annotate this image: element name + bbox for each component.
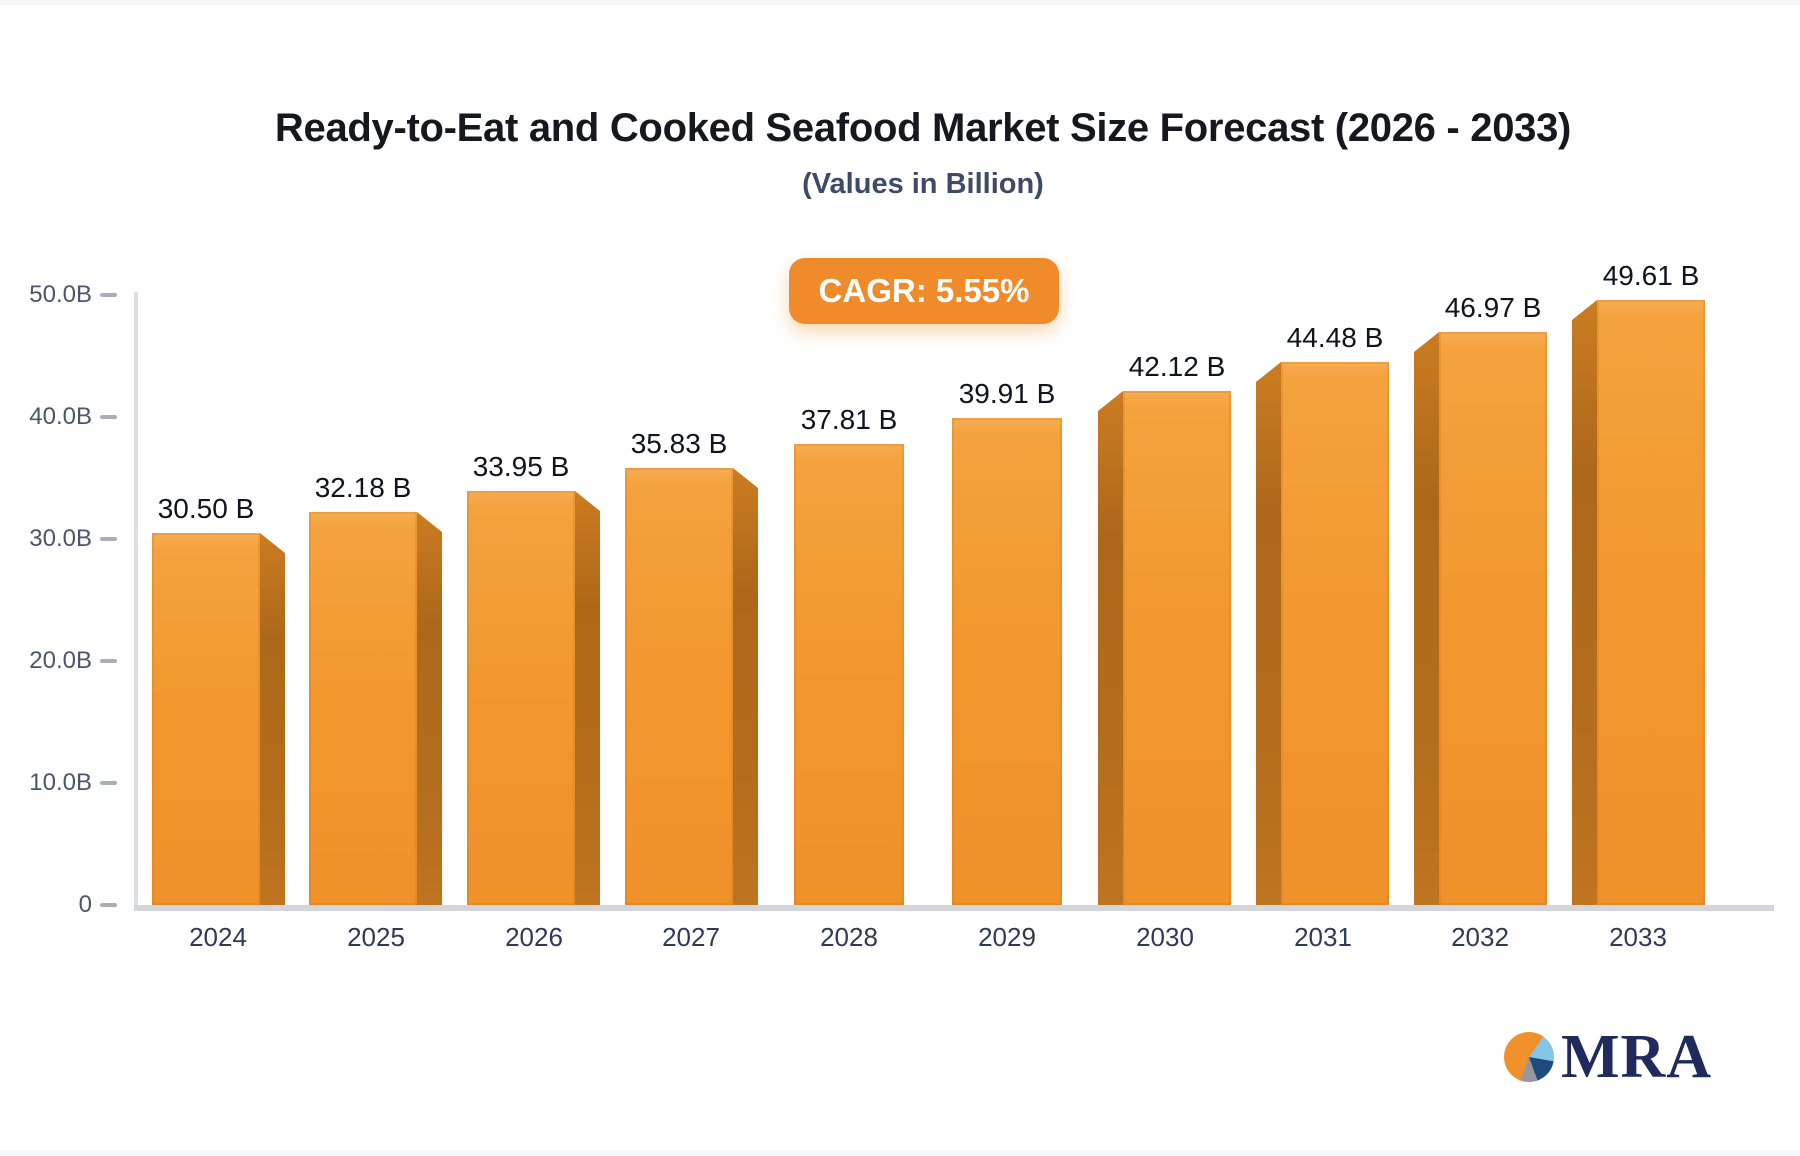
bar-2030: 42.12 B — [1098, 351, 1231, 905]
bar-face — [1123, 391, 1231, 905]
bar-2031: 44.48 B — [1256, 322, 1389, 905]
x-tick-label-2032: 2032 — [1451, 922, 1509, 952]
y-axis-line — [134, 292, 138, 905]
chart-subtitle: (Values in Billion) — [802, 168, 1044, 200]
bar-value-label: 30.50 B — [157, 493, 255, 524]
x-axis-line — [134, 905, 1774, 911]
mra-logo: MRA — [1504, 1023, 1713, 1091]
bar-value-label: 44.48 B — [1286, 322, 1384, 353]
bar-side-3d — [1414, 332, 1439, 905]
bar-side-3d — [1572, 300, 1597, 905]
y-tick-label-50.0B: 50.0B — [29, 281, 92, 308]
y-tick-dash — [100, 903, 117, 907]
y-tick-dash — [100, 293, 117, 297]
x-tick-label-2030: 2030 — [1136, 922, 1194, 952]
y-tick-label-0: 0 — [78, 891, 92, 918]
bar-face — [309, 512, 417, 905]
bar-side-3d — [260, 533, 285, 905]
cagr-badge: CAGR: 5.55% — [789, 258, 1059, 324]
bar-face — [952, 418, 1062, 905]
bar-value-label: 35.83 B — [630, 428, 728, 459]
bar-value-label: 39.91 B — [958, 378, 1056, 409]
y-tick-label-30.0B: 30.0B — [29, 525, 92, 552]
bar-value-label: 42.12 B — [1128, 351, 1226, 382]
bar-2029: 39.91 B — [952, 378, 1062, 905]
y-tick-dash — [100, 781, 117, 785]
bar-2032: 46.97 B — [1414, 292, 1547, 905]
y-tick-dash — [100, 537, 117, 541]
bar-side-3d — [1256, 362, 1281, 905]
bar-2028: 37.81 B — [794, 404, 904, 905]
x-tick-label-2027: 2027 — [662, 922, 720, 952]
y-tick-dash — [100, 659, 117, 663]
x-tick-label-2033: 2033 — [1609, 922, 1667, 952]
bar-side-3d — [733, 468, 758, 905]
bar-2024: 30.50 B — [152, 493, 285, 905]
bar-face — [1281, 362, 1389, 905]
bar-value-label: 33.95 B — [472, 451, 570, 482]
bar-face — [1597, 300, 1705, 905]
bar-value-label: 32.18 B — [314, 472, 412, 503]
bar-face — [794, 444, 904, 905]
x-tick-label-2031: 2031 — [1294, 922, 1352, 952]
bar-value-label: 46.97 B — [1444, 292, 1542, 323]
bar-face — [152, 533, 260, 905]
x-tick-label-2029: 2029 — [978, 922, 1036, 952]
y-tick-label-10.0B: 10.0B — [29, 769, 92, 796]
y-tick-label-20.0B: 20.0B — [29, 647, 92, 674]
y-tick-dash — [100, 415, 117, 419]
bottom-edge-strip — [0, 1150, 1800, 1156]
bar-2027: 35.83 B — [625, 428, 758, 905]
bar-value-label: 49.61 B — [1602, 260, 1700, 291]
logo-text: MRA — [1561, 1023, 1713, 1091]
bar-face — [625, 468, 733, 905]
x-tick-label-2024: 2024 — [189, 922, 247, 952]
bar-side-3d — [1098, 391, 1123, 905]
bar-2026: 33.95 B — [467, 451, 600, 905]
pie-chart-logo-icon — [1504, 1032, 1554, 1082]
bar-value-label: 37.81 B — [800, 404, 898, 435]
chart-title: Ready-to-Eat and Cooked Seafood Market S… — [274, 106, 1572, 150]
bar-side-3d — [417, 512, 442, 905]
x-tick-label-2026: 2026 — [505, 922, 563, 952]
bar-2025: 32.18 B — [309, 472, 442, 905]
bar-2033: 49.61 B — [1572, 260, 1705, 905]
y-tick-label-40.0B: 40.0B — [29, 403, 92, 430]
bar-face — [1439, 332, 1547, 905]
x-tick-label-2025: 2025 — [347, 922, 405, 952]
bar-side-3d — [575, 491, 600, 905]
x-tick-label-2028: 2028 — [820, 922, 878, 952]
bar-face — [467, 491, 575, 905]
top-edge-strip — [0, 0, 1800, 5]
